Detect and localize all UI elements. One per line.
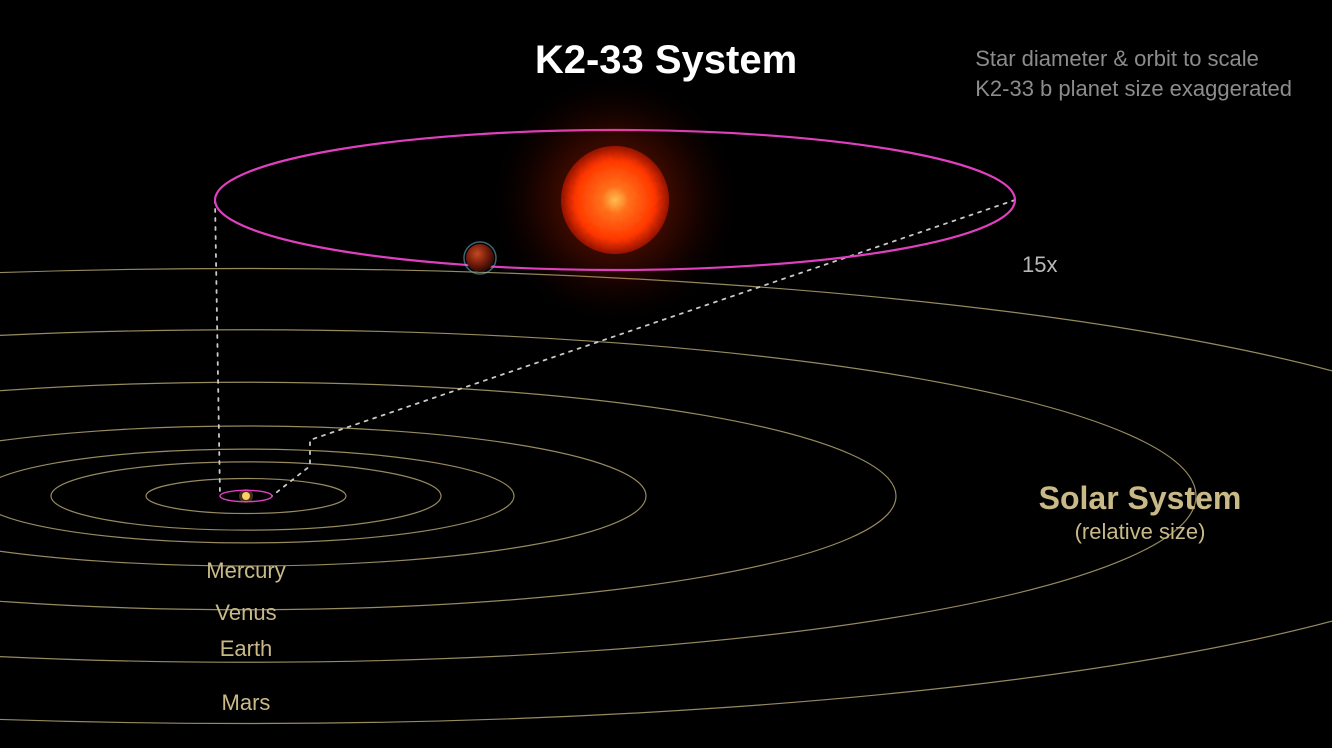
planet-label-mercury: Mercury	[196, 558, 296, 584]
solar-system-label: Solar System (relative size)	[1000, 480, 1280, 545]
planet-label-earth: Earth	[196, 636, 296, 662]
scale-note-line2: K2-33 b planet size exaggerated	[975, 74, 1292, 104]
solar-system-label-sub: (relative size)	[1000, 519, 1280, 545]
planet-label-mars: Mars	[196, 690, 296, 716]
k2-planet	[464, 242, 496, 274]
scale-note: Star diameter & orbit to scale K2-33 b p…	[975, 44, 1292, 103]
scale-factor-label: 15x	[1022, 252, 1057, 278]
k2-star	[561, 146, 669, 254]
diagram-canvas: K2-33 System Star diameter & orbit to sc…	[0, 0, 1332, 748]
scale-note-line1: Star diameter & orbit to scale	[975, 44, 1292, 74]
planet-label-venus: Venus	[196, 600, 296, 626]
solar-system-label-main: Solar System	[1000, 480, 1280, 517]
